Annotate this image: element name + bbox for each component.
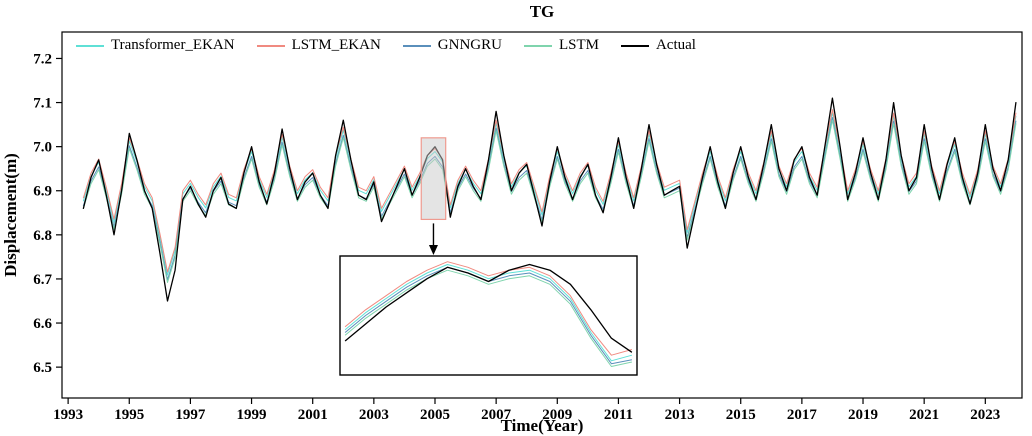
legend-swatch xyxy=(76,44,104,47)
legend-label: LSTM xyxy=(558,37,599,53)
legend-item-LSTM: LSTM xyxy=(523,37,599,54)
inset-box xyxy=(339,255,638,376)
x-tick-label: 2019 xyxy=(848,407,878,423)
legend-label: GNNGRU xyxy=(437,37,502,53)
legend-swatch xyxy=(523,44,552,47)
zoom-arrow-head xyxy=(428,245,438,255)
x-tick-label: 1997 xyxy=(175,407,206,423)
x-tick-label: 2021 xyxy=(909,407,939,423)
legend-item-GNNGRU: GNNGRU xyxy=(402,37,502,54)
legend-swatch xyxy=(620,44,649,47)
legend-swatch xyxy=(402,44,431,47)
x-tick-label: 2003 xyxy=(359,407,389,423)
legend-label: Actual xyxy=(655,37,696,53)
x-tick-label: 2011 xyxy=(604,407,633,423)
legend-item-LSTM_EKAN: LSTM_EKAN xyxy=(256,37,381,54)
y-tick-label: 7.2 xyxy=(33,51,52,67)
highlight-box xyxy=(420,137,447,221)
legend-label: LSTM_EKAN xyxy=(291,37,381,53)
legend-item-Actual: Actual xyxy=(620,37,696,54)
chart-title: TG xyxy=(530,2,555,21)
y-tick-label: 7.1 xyxy=(33,96,52,112)
series-line-Actual xyxy=(82,97,1017,302)
x-tick-label: 2007 xyxy=(481,407,512,423)
y-tick-label: 6.8 xyxy=(33,228,52,244)
x-tick-label: 2017 xyxy=(787,407,818,423)
x-tick-label: 1999 xyxy=(237,407,267,423)
inset-series-line-Transformer_EKAN xyxy=(344,264,633,362)
y-tick-label: 6.6 xyxy=(33,316,52,332)
legend: Transformer_EKAN LSTM_EKAN GNNGRU LSTM Actua… xyxy=(76,37,696,54)
legend-label: Transformer_EKAN xyxy=(111,37,235,53)
axes-box xyxy=(61,31,1023,399)
legend-item-Transformer_EKAN: Transformer_EKAN xyxy=(76,37,235,54)
x-tick-label: 2005 xyxy=(420,407,450,423)
y-tick-label: 6.7 xyxy=(33,272,52,288)
x-tick-label: 2023 xyxy=(970,407,1000,423)
y-tick-label: 6.9 xyxy=(33,184,52,200)
legend-swatch xyxy=(256,44,285,47)
y-tick-label: 6.5 xyxy=(33,360,52,376)
x-tick-label: 1993 xyxy=(53,407,83,423)
y-axis-label: Displacement(m) xyxy=(1,153,20,277)
inset-series-line-LSTM_EKAN xyxy=(344,261,633,356)
plot-layer: 6.5 6.6 6.7 6.8 6.9 7.0 7.1 7.2 1993 1995 1997 1999… xyxy=(33,31,1023,423)
x-tick-label: 2015 xyxy=(726,407,756,423)
inset-series-line-Actual xyxy=(344,263,633,353)
x-tick-label: 2009 xyxy=(542,407,572,423)
x-tick-label: 2013 xyxy=(665,407,695,423)
x-tick-label: 2001 xyxy=(298,407,328,423)
x-tick-label: 1995 xyxy=(114,407,144,423)
inset-series-line-LSTM xyxy=(344,269,633,367)
x-axis-label: Time(Year) xyxy=(501,416,584,435)
y-tick-label: 7.0 xyxy=(33,140,52,156)
